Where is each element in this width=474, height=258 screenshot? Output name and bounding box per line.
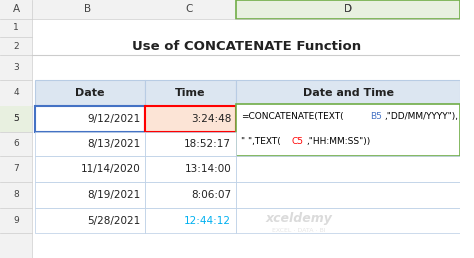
Text: D: D bbox=[344, 4, 352, 14]
Text: 8:06:07: 8:06:07 bbox=[191, 190, 231, 200]
FancyBboxPatch shape bbox=[236, 156, 460, 182]
Text: C5: C5 bbox=[291, 137, 303, 146]
Text: B5: B5 bbox=[370, 112, 382, 120]
Text: ,"DD/MM/YYYY"),: ,"DD/MM/YYYY"), bbox=[385, 112, 459, 120]
Text: 5: 5 bbox=[13, 114, 19, 123]
FancyBboxPatch shape bbox=[145, 80, 236, 106]
FancyBboxPatch shape bbox=[0, 0, 460, 19]
Text: 9: 9 bbox=[13, 216, 19, 225]
Text: " ",TEXT(: " ",TEXT( bbox=[241, 137, 281, 146]
FancyBboxPatch shape bbox=[145, 208, 236, 233]
Text: C: C bbox=[185, 4, 192, 14]
Text: 8: 8 bbox=[13, 190, 19, 199]
FancyBboxPatch shape bbox=[236, 182, 460, 208]
Text: 13:14:00: 13:14:00 bbox=[184, 164, 231, 174]
Text: 7: 7 bbox=[13, 165, 19, 173]
FancyBboxPatch shape bbox=[145, 156, 236, 182]
Text: A: A bbox=[12, 4, 20, 14]
FancyBboxPatch shape bbox=[236, 208, 460, 233]
Text: 5/28/2021: 5/28/2021 bbox=[87, 216, 140, 225]
Text: 9/12/2021: 9/12/2021 bbox=[87, 114, 140, 124]
FancyBboxPatch shape bbox=[35, 80, 145, 106]
Text: Use of CONCATENATE Function: Use of CONCATENATE Function bbox=[132, 40, 361, 53]
FancyBboxPatch shape bbox=[145, 132, 236, 156]
Text: 12:44:12: 12:44:12 bbox=[184, 216, 231, 225]
Text: 5: 5 bbox=[13, 114, 19, 123]
FancyBboxPatch shape bbox=[35, 156, 145, 182]
Text: D: D bbox=[344, 4, 352, 14]
FancyBboxPatch shape bbox=[236, 104, 460, 156]
FancyBboxPatch shape bbox=[35, 182, 145, 208]
Text: 3:24:48: 3:24:48 bbox=[191, 114, 231, 124]
Text: 18:52:17: 18:52:17 bbox=[184, 139, 231, 149]
Text: 3: 3 bbox=[13, 63, 19, 72]
FancyBboxPatch shape bbox=[35, 132, 145, 156]
FancyBboxPatch shape bbox=[32, 19, 460, 258]
FancyBboxPatch shape bbox=[35, 106, 145, 132]
FancyBboxPatch shape bbox=[0, 19, 32, 258]
FancyBboxPatch shape bbox=[145, 106, 236, 132]
FancyBboxPatch shape bbox=[236, 0, 460, 19]
Text: 2: 2 bbox=[13, 42, 19, 51]
Text: Time: Time bbox=[175, 88, 206, 98]
Text: 4: 4 bbox=[13, 88, 19, 97]
FancyBboxPatch shape bbox=[0, 106, 32, 132]
Text: Date and Time: Date and Time bbox=[302, 88, 393, 98]
Text: =CONCATENATE(TEXT(: =CONCATENATE(TEXT( bbox=[241, 112, 344, 120]
FancyBboxPatch shape bbox=[35, 208, 145, 233]
Text: xceldemy: xceldemy bbox=[266, 212, 333, 224]
Text: 1: 1 bbox=[13, 23, 19, 33]
Text: B: B bbox=[84, 4, 91, 14]
Text: EXCEL · DATA · BI: EXCEL · DATA · BI bbox=[273, 228, 326, 233]
Text: 11/14/2020: 11/14/2020 bbox=[81, 164, 140, 174]
Text: Date: Date bbox=[75, 88, 105, 98]
Text: 8/19/2021: 8/19/2021 bbox=[87, 190, 140, 200]
FancyBboxPatch shape bbox=[145, 182, 236, 208]
Text: 6: 6 bbox=[13, 139, 19, 148]
FancyBboxPatch shape bbox=[236, 80, 460, 106]
Text: 8/13/2021: 8/13/2021 bbox=[87, 139, 140, 149]
Text: ,"HH:MM:SS")): ,"HH:MM:SS")) bbox=[306, 137, 370, 146]
